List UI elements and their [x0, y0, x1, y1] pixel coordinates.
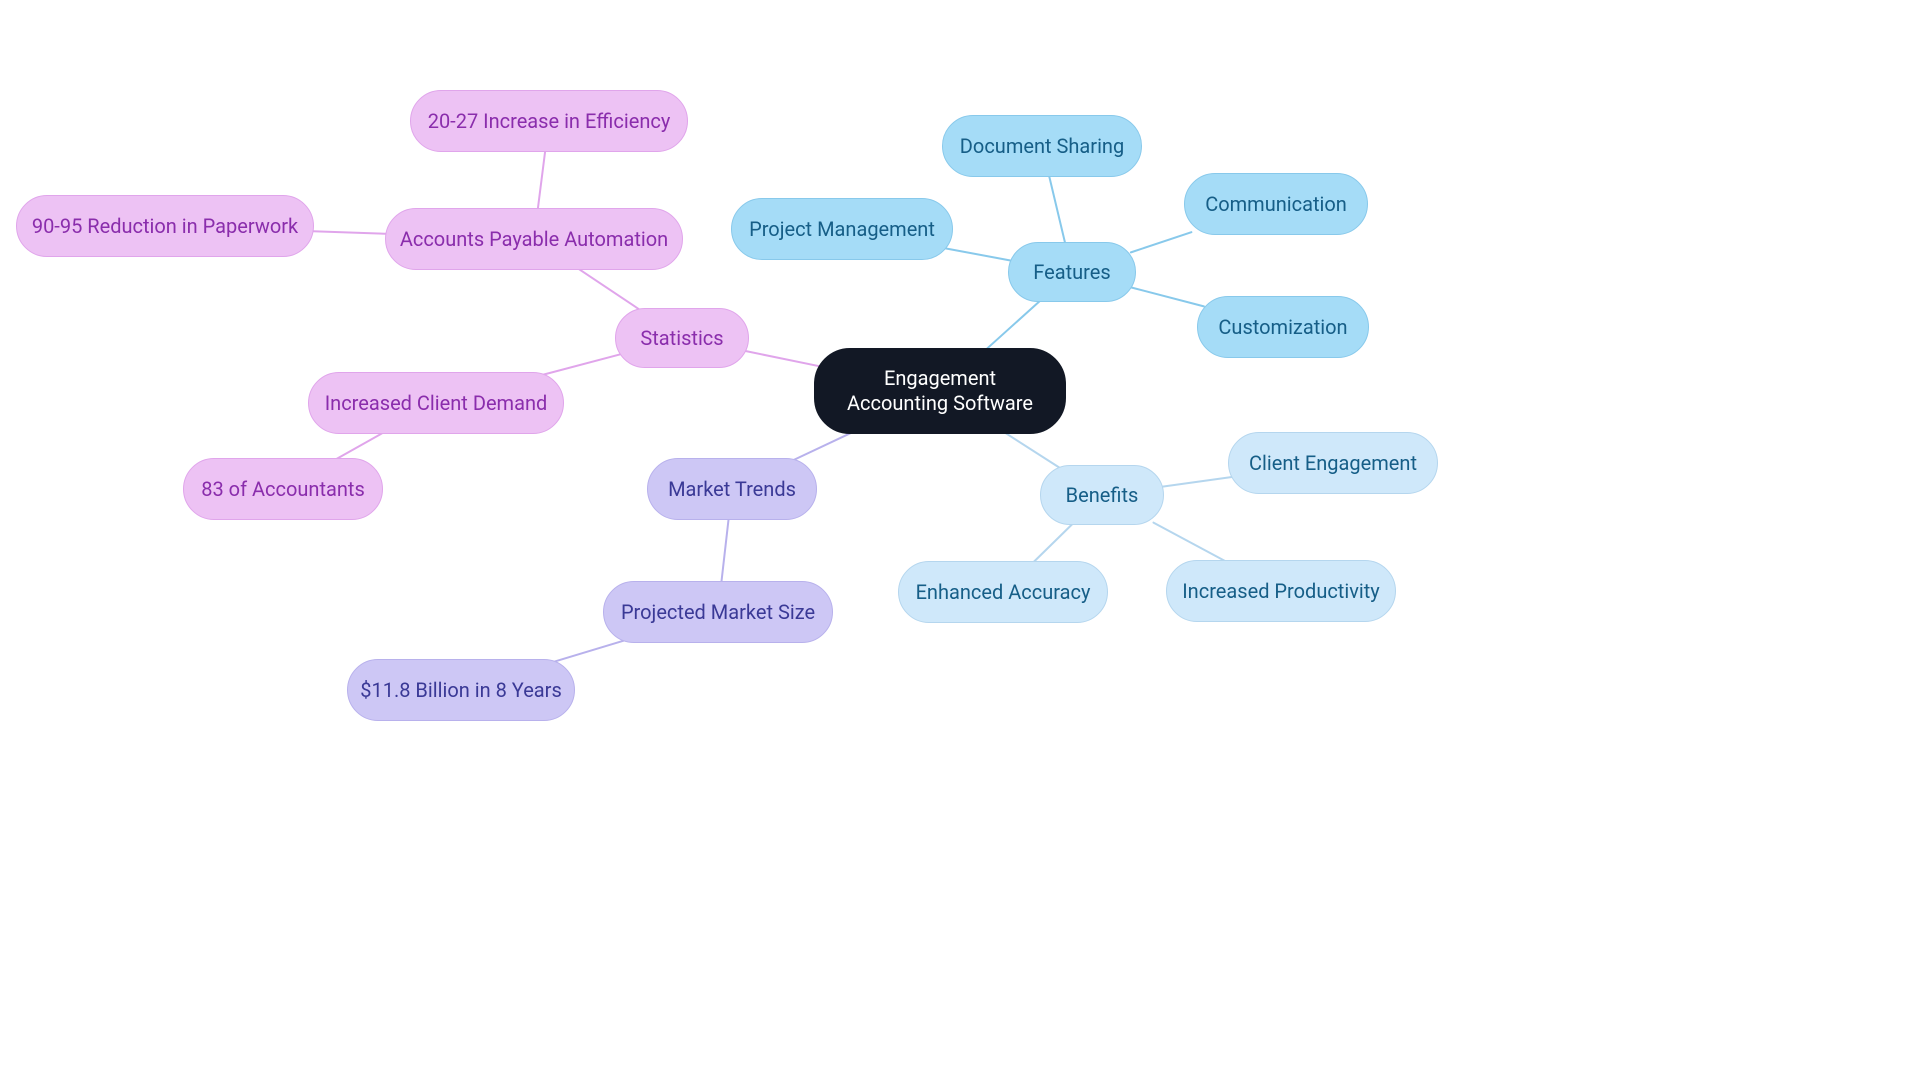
node-label: Engagement Accounting Software [839, 366, 1041, 416]
node-label: 20-27 Increase in Efficiency [428, 109, 671, 134]
edge-projected-market-billion [555, 641, 624, 662]
node-paperwork[interactable]: 90-95 Reduction in Paperwork [16, 195, 314, 257]
node-proj-mgmt[interactable]: Project Management [731, 198, 953, 260]
node-label: Market Trends [668, 477, 796, 502]
node-label: Features [1033, 260, 1110, 285]
node-root[interactable]: Engagement Accounting Software [814, 348, 1066, 434]
edge-ap-automation-efficiency [538, 150, 546, 211]
node-customization[interactable]: Customization [1197, 296, 1369, 358]
node-market-trends[interactable]: Market Trends [647, 458, 817, 520]
node-label: Statistics [640, 326, 723, 351]
node-enhanced-accuracy[interactable]: Enhanced Accuracy [898, 561, 1108, 623]
node-accountants[interactable]: 83 of Accountants [183, 458, 383, 520]
node-features[interactable]: Features [1008, 242, 1136, 302]
node-increased-productivity[interactable]: Increased Productivity [1166, 560, 1396, 622]
node-benefits[interactable]: Benefits [1040, 465, 1164, 525]
node-efficiency[interactable]: 20-27 Increase in Efficiency [410, 90, 688, 152]
node-label: Increased Client Demand [325, 391, 548, 416]
edge-features-doc-sharing [1049, 175, 1066, 245]
node-doc-sharing[interactable]: Document Sharing [942, 115, 1142, 177]
edge-benefits-enhanced-accuracy [1032, 523, 1074, 564]
node-label: Enhanced Accuracy [916, 580, 1091, 605]
node-client-engagement[interactable]: Client Engagement [1228, 432, 1438, 494]
node-label: Communication [1205, 192, 1347, 217]
node-label: $11.8 Billion in 8 Years [360, 678, 562, 703]
node-label: Customization [1218, 315, 1347, 340]
edge-market-trends-projected-market [721, 518, 729, 584]
node-projected-market[interactable]: Projected Market Size [603, 581, 833, 643]
node-statistics[interactable]: Statistics [615, 308, 749, 368]
node-label: 90-95 Reduction in Paperwork [32, 214, 298, 239]
edge-root-statistics [744, 351, 824, 368]
edge-root-features [984, 300, 1042, 352]
edge-root-market-trends [793, 431, 857, 461]
node-label: Benefits [1066, 483, 1139, 508]
node-label: Client Engagement [1249, 451, 1417, 476]
edge-benefits-increased-productivity [1153, 523, 1227, 563]
edge-features-proj-mgmt [944, 248, 1013, 261]
node-ap-automation[interactable]: Accounts Payable Automation [385, 208, 683, 270]
edge-benefits-client-engagement [1159, 476, 1236, 487]
node-label: Increased Productivity [1182, 579, 1380, 604]
node-label: Accounts Payable Automation [400, 227, 668, 252]
node-label: 83 of Accountants [201, 477, 365, 502]
edge-root-benefits [1002, 431, 1059, 468]
edge-ap-automation-paperwork [302, 231, 397, 234]
node-label: Document Sharing [960, 134, 1124, 159]
edge-client-demand-accountants [334, 432, 386, 461]
edge-features-communication [1131, 232, 1191, 252]
edge-statistics-client-demand [544, 354, 620, 374]
node-client-demand[interactable]: Increased Client Demand [308, 372, 564, 434]
node-label: Projected Market Size [621, 600, 815, 625]
mindmap-canvas: Engagement Accounting Software Features Do… [0, 0, 1920, 1083]
edge-features-customization [1131, 287, 1204, 306]
node-billion[interactable]: $11.8 Billion in 8 Years [347, 659, 575, 721]
edge-statistics-ap-automation [577, 268, 641, 311]
node-communication[interactable]: Communication [1184, 173, 1368, 235]
node-label: Project Management [749, 217, 935, 242]
